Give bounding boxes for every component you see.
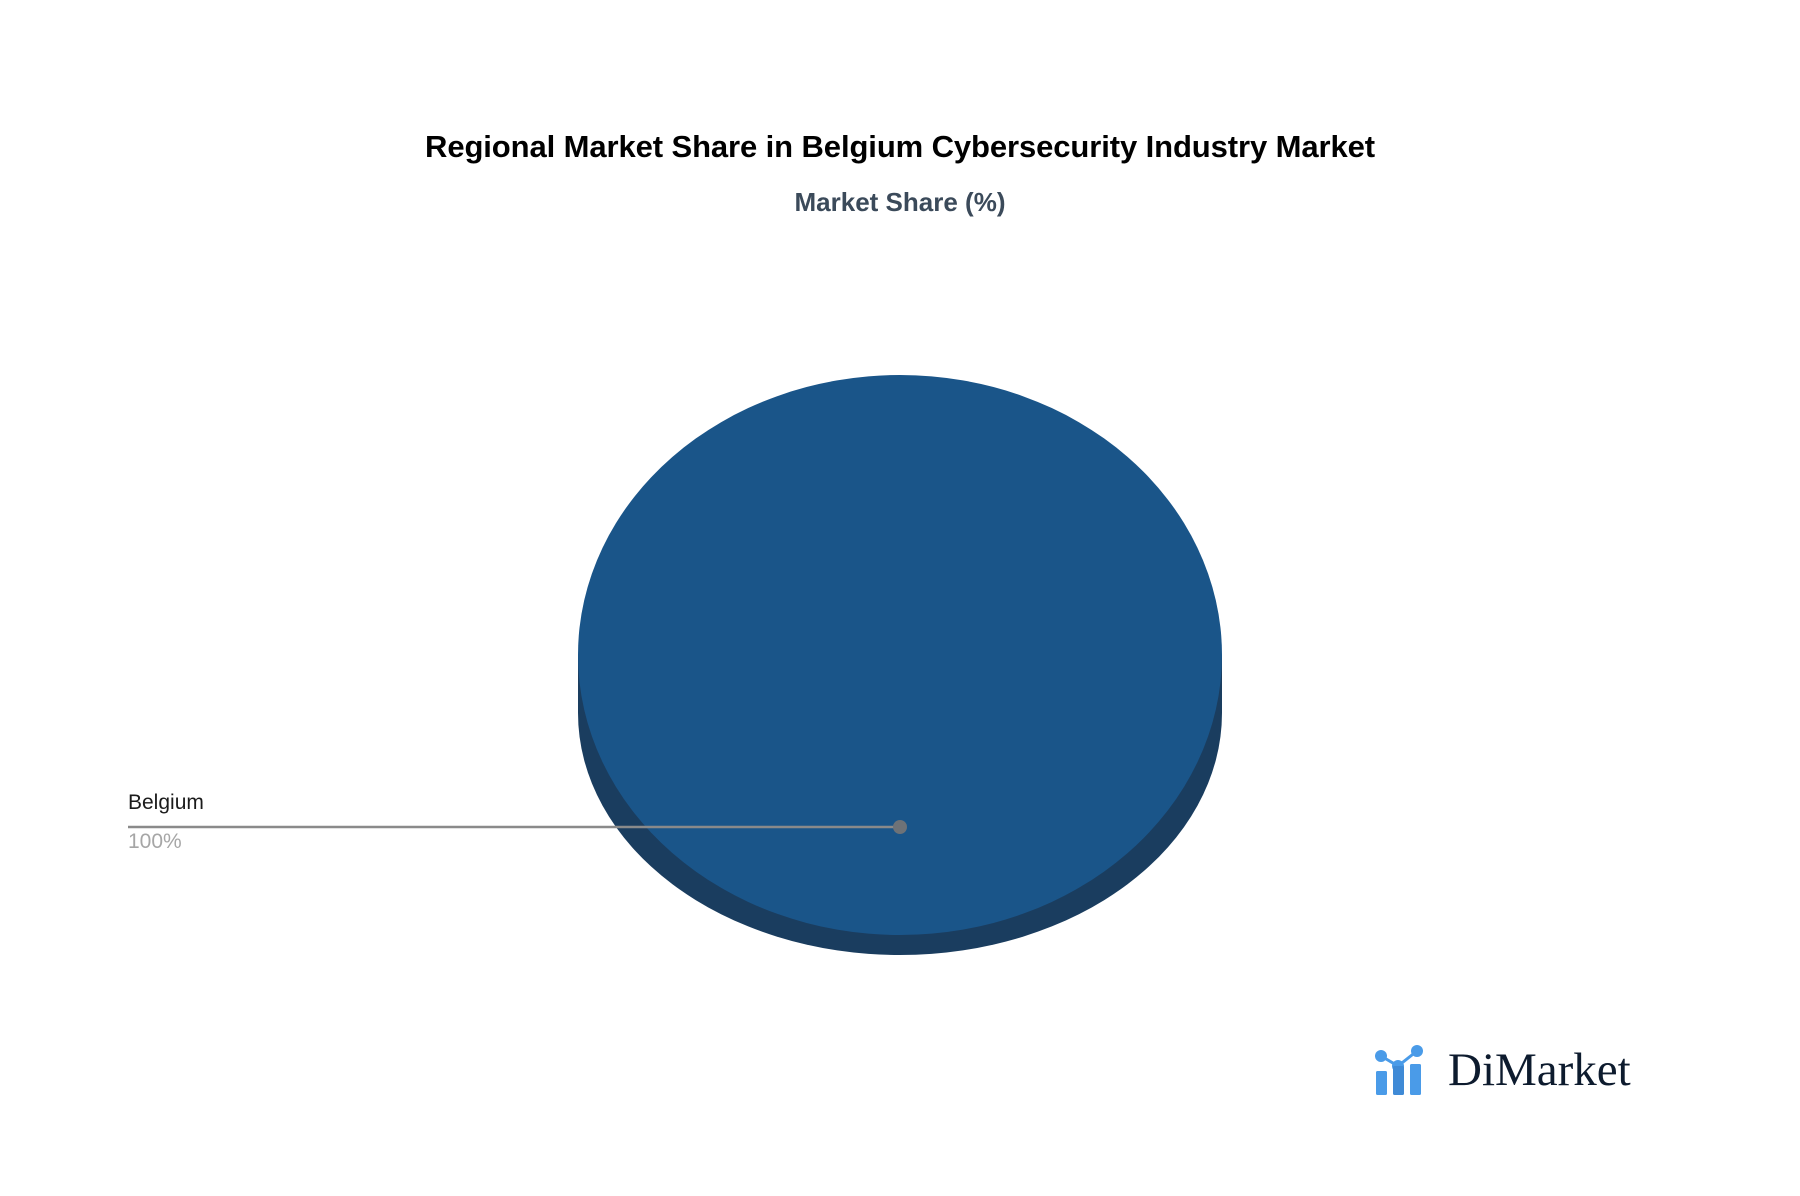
brand-logo[interactable]: DiMarket — [1372, 1044, 1631, 1096]
brand-wordmark: DiMarket — [1448, 1043, 1631, 1096]
bar-line-chart-icon — [1375, 1045, 1423, 1095]
callout-anchor-dot — [893, 820, 907, 834]
pie-slice-belgium-top[interactable] — [578, 375, 1222, 935]
